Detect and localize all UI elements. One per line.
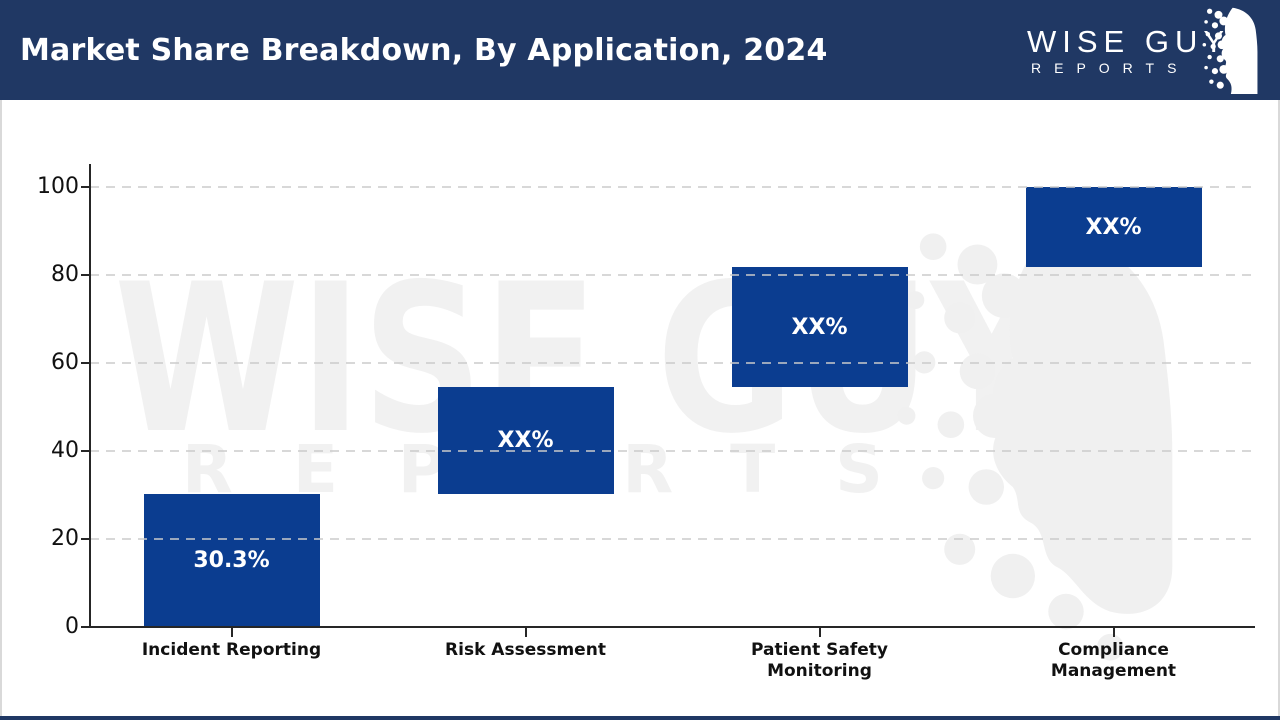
y-axis-tick-label: 20 bbox=[51, 526, 79, 551]
bar-value-label: XX% bbox=[1085, 214, 1142, 240]
bar-risk-assessment: XX% bbox=[437, 387, 614, 494]
x-axis-label-patient-safety-monitoring: Patient Safety Monitoring bbox=[751, 640, 888, 681]
chart-title: Market Share Breakdown, By Application, … bbox=[20, 32, 828, 68]
plot: 0 20 40 60 80 100 30.3% Incident Reporting XX% Ri… bbox=[2, 100, 1278, 716]
y-axis-tick-mark bbox=[81, 274, 90, 276]
gridline bbox=[90, 362, 1255, 364]
footer-band bbox=[0, 716, 1280, 720]
brand-logo: WISE GUY REPORTS bbox=[1027, 0, 1272, 100]
x-axis-label-compliance-management: Compliance Management bbox=[1050, 640, 1177, 681]
y-axis-tick-mark bbox=[81, 626, 90, 628]
x-axis-tick-mark bbox=[818, 628, 821, 637]
bar-compliance-management: XX% bbox=[1025, 187, 1202, 268]
x-axis-spine bbox=[89, 626, 1255, 628]
y-axis-tick-mark bbox=[81, 362, 90, 364]
x-axis-tick-mark bbox=[524, 628, 527, 637]
y-axis-tick-label: 60 bbox=[51, 350, 79, 375]
y-axis-tick-label: 100 bbox=[37, 174, 79, 199]
gridline bbox=[90, 538, 1255, 540]
y-axis-tick-mark bbox=[81, 186, 90, 188]
bar-value-label: XX% bbox=[497, 427, 554, 453]
logo-face-icon bbox=[1202, 7, 1258, 94]
chart-area: WISE GUY REPORTS 02040608010030.3%Incide… bbox=[0, 100, 1280, 716]
y-axis-tick-mark bbox=[81, 450, 90, 452]
header-band: Market Share Breakdown, By Application, … bbox=[0, 0, 1280, 100]
y-axis-tick-mark bbox=[81, 538, 90, 540]
gridline bbox=[90, 274, 1255, 276]
bar-value-label: XX% bbox=[791, 314, 848, 340]
gridline bbox=[90, 186, 1255, 188]
logo-wordmark: WISE GUY bbox=[1027, 24, 1231, 59]
y-axis-tick-label: 80 bbox=[51, 262, 79, 287]
y-axis-tick-label: 0 bbox=[65, 614, 79, 639]
x-axis-tick-mark bbox=[1112, 628, 1115, 637]
x-axis-label-risk-assessment: Risk Assessment bbox=[445, 640, 606, 660]
x-axis-tick-mark bbox=[230, 628, 233, 637]
logo-subtext: REPORTS bbox=[1031, 60, 1190, 76]
bar-value-label: 30.3% bbox=[193, 547, 270, 573]
x-axis-label-incident-reporting: Incident Reporting bbox=[141, 640, 322, 660]
y-axis-tick-label: 40 bbox=[51, 438, 79, 463]
y-axis-spine bbox=[89, 164, 91, 628]
bar-patient-safety-monitoring: XX% bbox=[731, 267, 908, 388]
gridline bbox=[90, 450, 1255, 452]
bar-incident-reporting: 30.3% bbox=[143, 493, 320, 627]
